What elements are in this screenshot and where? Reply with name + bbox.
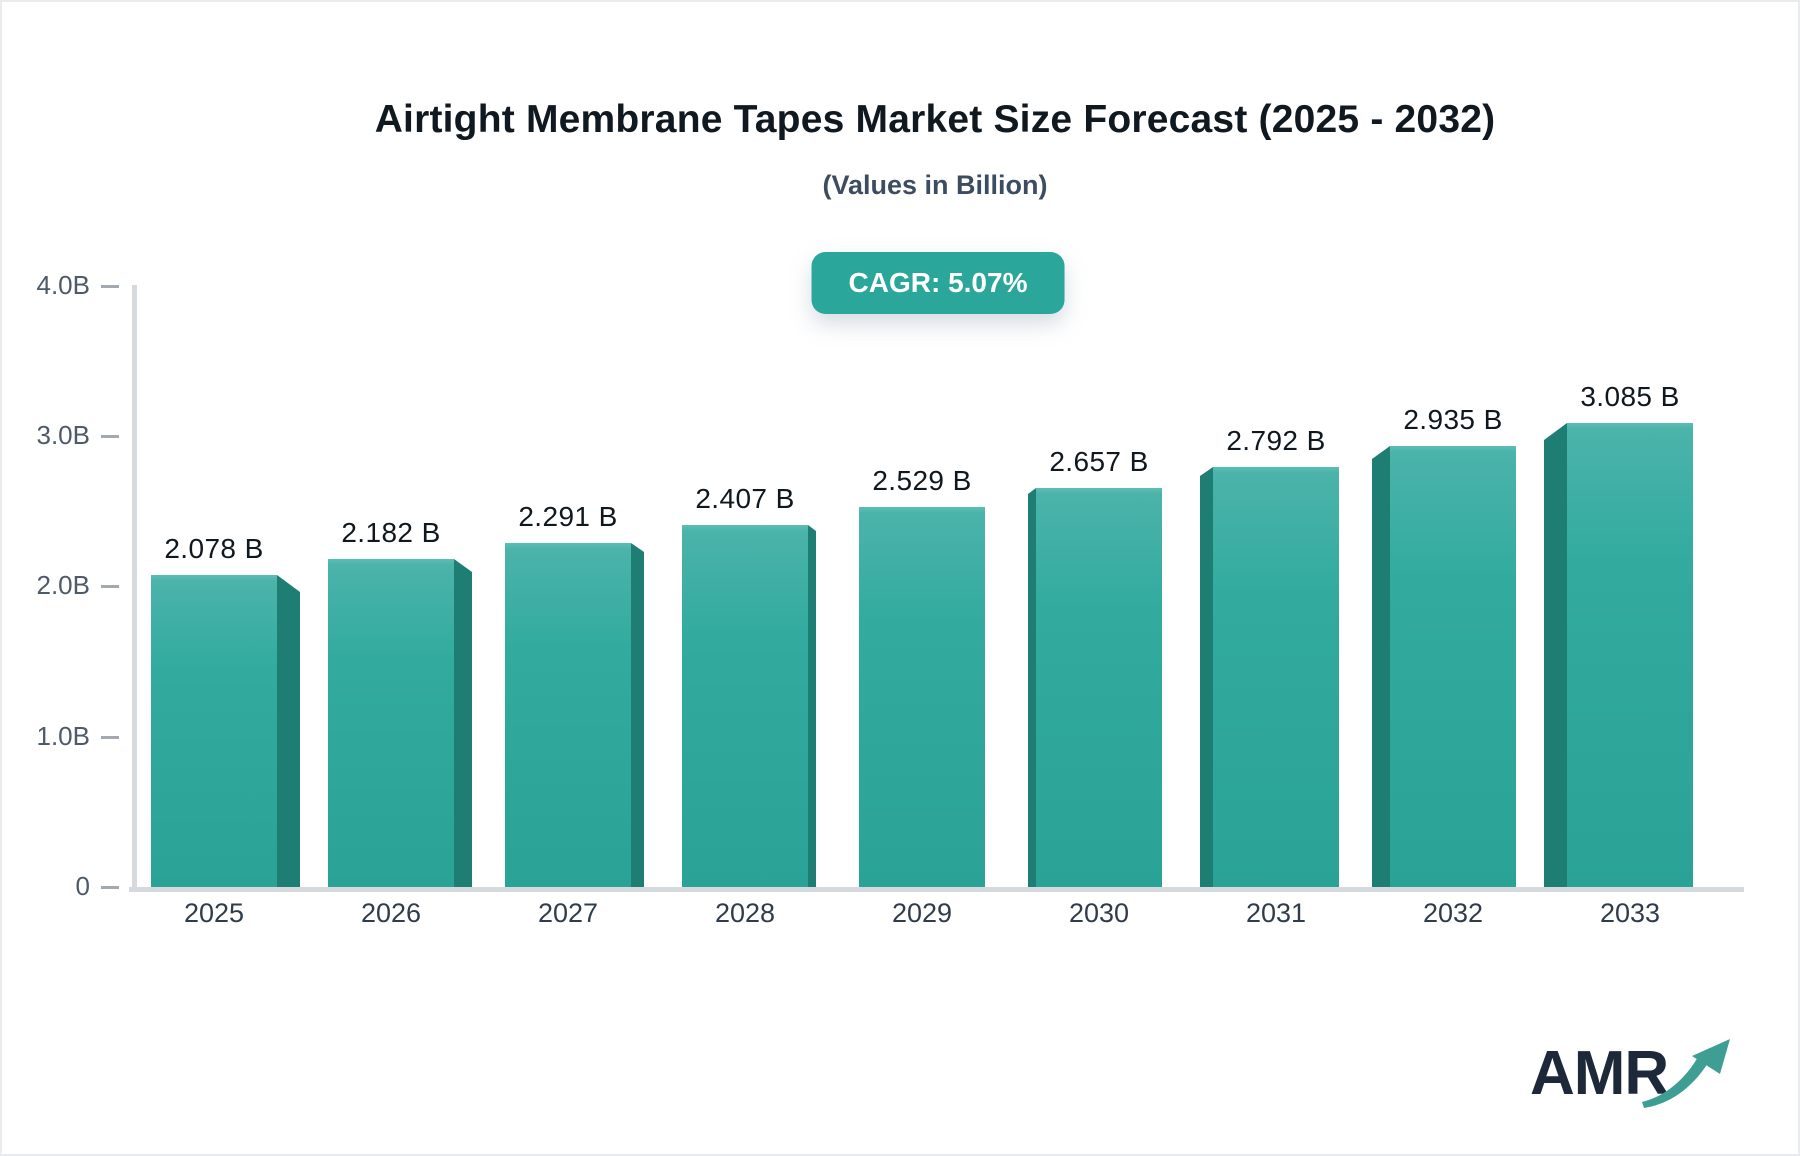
bar-face xyxy=(1567,423,1693,887)
amr-logo-text: AMR xyxy=(1530,1039,1669,1108)
bar-value-label: 2.078 B xyxy=(164,533,264,564)
bar-face xyxy=(1036,488,1162,887)
y-axis-tick xyxy=(101,886,119,889)
bar-2027: 2.291 B xyxy=(505,501,644,887)
bar-face xyxy=(1390,446,1516,887)
bar-2025: 2.078 B xyxy=(151,533,300,887)
bar-side-face xyxy=(1200,467,1213,887)
bar-2026: 2.182 B xyxy=(328,517,472,887)
x-axis-label-2026: 2026 xyxy=(360,898,422,928)
amr-logo: AMR xyxy=(1530,1030,1730,1120)
bar-2031: 2.792 B xyxy=(1200,425,1339,887)
bar-value-label: 2.657 B xyxy=(1049,446,1149,477)
x-axis-label-2028: 2028 xyxy=(714,898,776,928)
bar-face xyxy=(682,525,808,887)
bar-face xyxy=(1213,467,1339,887)
bar-value-label: 3.085 B xyxy=(1580,381,1680,412)
bar-face xyxy=(859,507,985,887)
bar-face xyxy=(505,543,631,887)
bar-2029: 2.529 B xyxy=(859,465,985,887)
x-axis-label-2030: 2030 xyxy=(1068,898,1130,928)
bar-value-label: 2.407 B xyxy=(695,483,795,514)
bar-value-label: 2.529 B xyxy=(872,465,972,496)
x-axis-label-2032: 2032 xyxy=(1422,898,1484,928)
bar-2033: 3.085 B xyxy=(1544,381,1693,887)
x-axis-label-2025: 2025 xyxy=(183,898,245,928)
bar-side-face xyxy=(1372,446,1390,887)
y-axis-label: 3.0B xyxy=(36,420,91,450)
bar-2028: 2.407 B xyxy=(682,483,816,887)
y-axis-label: 2.0B xyxy=(36,570,91,600)
bar-value-label: 2.291 B xyxy=(518,501,618,532)
bar-value-label: 2.792 B xyxy=(1226,425,1326,456)
bar-side-face xyxy=(808,525,816,887)
bar-2032: 2.935 B xyxy=(1372,404,1516,887)
bar-face xyxy=(328,559,454,887)
y-axis-label: 1.0B xyxy=(36,721,91,751)
bar-face xyxy=(151,575,277,887)
y-axis-line xyxy=(132,285,137,892)
x-axis-label-2031: 2031 xyxy=(1245,898,1307,928)
bar-side-face xyxy=(1028,488,1036,887)
y-axis-tick xyxy=(101,585,119,588)
bar-side-face xyxy=(454,559,472,887)
x-axis-label-2033: 2033 xyxy=(1599,898,1661,928)
bar-2030: 2.657 B xyxy=(1028,446,1162,887)
y-axis-tick xyxy=(101,285,119,288)
chart-title: Airtight Membrane Tapes Market Size Fore… xyxy=(374,98,1496,141)
x-axis-label-2027: 2027 xyxy=(537,898,599,928)
bar-side-face xyxy=(631,543,644,887)
y-axis-tick xyxy=(101,435,119,438)
cagr-badge: CAGR: 5.07% xyxy=(811,252,1065,314)
y-axis-tick xyxy=(101,736,119,739)
chart-subtitle: (Values in Billion) xyxy=(822,170,1048,200)
y-axis-label: 0 xyxy=(75,871,90,901)
growth-arrow-icon xyxy=(1642,1039,1730,1108)
x-axis-label-2029: 2029 xyxy=(891,898,953,928)
bar-value-label: 2.182 B xyxy=(341,517,441,548)
bar-side-face xyxy=(277,575,300,887)
y-axis-label: 4.0B xyxy=(36,270,91,300)
bar-side-face xyxy=(1544,423,1567,887)
x-axis-line xyxy=(129,887,1744,892)
bar-value-label: 2.935 B xyxy=(1403,404,1503,435)
